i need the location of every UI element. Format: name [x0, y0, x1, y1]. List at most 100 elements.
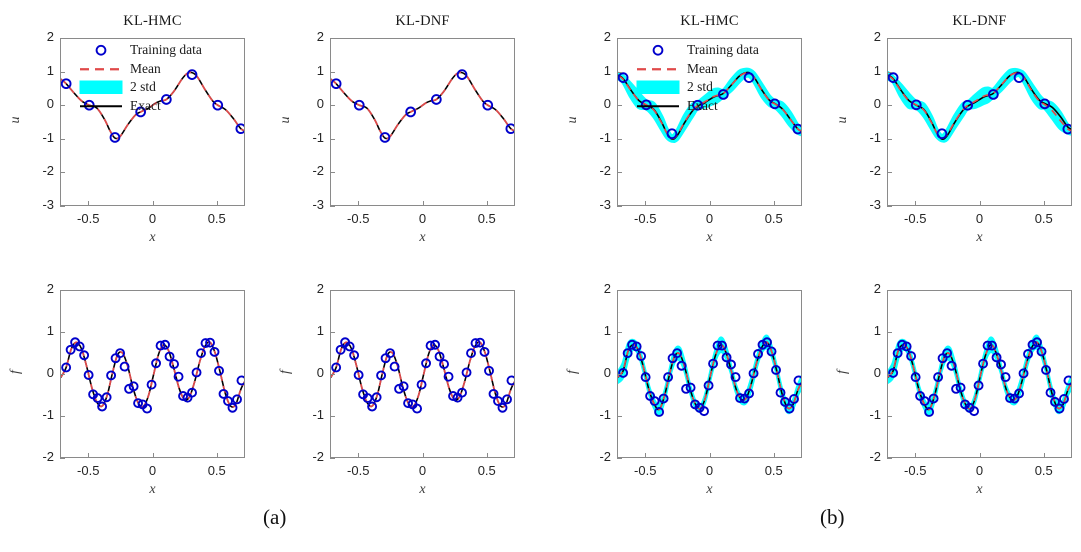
x-tick-mark — [979, 201, 981, 206]
y-tick-mark — [617, 374, 622, 375]
x-tick-mark — [915, 201, 917, 206]
training-data-marker — [421, 358, 432, 369]
y-tick-mark — [887, 138, 892, 140]
subplot-title: KL-HMC — [123, 13, 182, 29]
y-tick-label: -1 — [42, 129, 54, 145]
y-tick-label: -1 — [869, 407, 881, 422]
x-tick-label: 0.5 — [477, 463, 496, 478]
training-data-marker — [962, 99, 974, 111]
training-data-marker — [726, 359, 737, 370]
training-data-marker — [101, 392, 112, 403]
training-data-marker — [1000, 372, 1011, 383]
training-data-marker — [385, 348, 396, 359]
training-data-marker — [403, 398, 414, 409]
y-tick-label: -2 — [312, 449, 324, 464]
x-tick-label: -0.5 — [77, 463, 100, 478]
training-data-marker — [475, 337, 485, 348]
training-data-marker — [1032, 337, 1042, 348]
training-data-marker — [97, 401, 108, 412]
y-tick-mark — [887, 458, 892, 459]
training-data-marker — [353, 99, 365, 111]
training-data-marker — [74, 341, 85, 352]
y-tick-mark — [617, 458, 622, 459]
training-data-marker — [906, 351, 917, 362]
x-tick-label: 0 — [148, 463, 157, 478]
training-data-marker — [344, 341, 355, 352]
y-tick-mark — [617, 71, 622, 73]
training-data-marker — [205, 337, 215, 348]
y-tick-mark — [330, 172, 335, 174]
x-tick-mark — [979, 453, 981, 458]
training-data-marker — [1063, 375, 1071, 386]
y-tick-mark — [60, 172, 65, 174]
x-tick-label: -0.5 — [904, 463, 927, 478]
training-data-marker — [1005, 393, 1016, 404]
x-tick-label: 0 — [975, 463, 984, 478]
y-tick-mark — [330, 71, 335, 73]
x-tick-mark — [422, 201, 424, 206]
y-tick-label: -2 — [869, 449, 881, 464]
y-tick-mark — [887, 332, 892, 333]
training-data-marker — [235, 123, 244, 135]
plot-area-a-f-klhmc — [60, 290, 245, 458]
y-tick-mark — [887, 290, 892, 291]
training-data-marker — [349, 350, 360, 361]
training-data-marker — [919, 396, 930, 406]
x-tick-mark — [422, 453, 424, 458]
subplot-title: KL-DNF — [952, 13, 1007, 29]
x-tick-label: 0.5 — [207, 211, 226, 226]
training-data-marker — [933, 372, 944, 383]
training-data-marker — [178, 391, 189, 401]
plot-area-a-f-kldnf — [330, 290, 515, 458]
plot-area-b-u-kldnf — [887, 38, 1072, 206]
training-data-marker — [142, 403, 153, 414]
y-tick-label: 1 — [873, 62, 881, 78]
y-tick-mark — [887, 206, 892, 207]
training-data-marker — [1014, 388, 1024, 399]
training-data-marker — [708, 358, 719, 369]
y-tick-label: -3 — [312, 197, 324, 212]
training-data-marker — [371, 392, 382, 403]
training-data-marker — [769, 98, 781, 110]
training-data-marker — [470, 338, 481, 349]
training-data-marker — [146, 379, 157, 390]
std-band — [888, 67, 1071, 143]
x-tick-label: 0 — [705, 211, 714, 226]
training-data-marker — [362, 393, 373, 404]
training-data-marker — [1050, 396, 1060, 407]
y-tick-label: 1 — [316, 323, 324, 338]
x-tick-label: 0.5 — [764, 463, 783, 478]
x-tick-label: 0.5 — [1034, 463, 1053, 478]
x-tick-mark — [88, 453, 90, 458]
y-tick-mark — [330, 416, 335, 417]
training-data-marker — [155, 340, 166, 351]
training-data-marker — [79, 350, 90, 361]
training-data-marker — [1041, 365, 1051, 375]
training-data-marker — [173, 371, 184, 382]
y-tick-label: -1 — [869, 129, 881, 145]
x-tick-mark — [486, 453, 488, 458]
training-data-marker — [636, 351, 647, 362]
training-data-marker — [1062, 123, 1071, 135]
plot-area-a-u-klhmc — [60, 38, 245, 206]
training-data-marker — [717, 89, 729, 100]
x-tick-label: 0.5 — [207, 463, 226, 478]
y-tick-label: -2 — [599, 163, 611, 179]
y-tick-label: 2 — [316, 281, 324, 296]
y-tick-mark — [887, 374, 892, 375]
training-data-marker — [236, 375, 244, 386]
y-tick-mark — [60, 374, 65, 375]
x-tick-mark — [88, 201, 90, 206]
y-axis-label: u — [835, 116, 850, 124]
plot-area-a-u-kldnf — [330, 38, 515, 206]
training-data-marker — [196, 348, 206, 359]
training-data-marker — [106, 370, 117, 381]
y-axis-label: u — [278, 116, 293, 124]
training-data-marker — [699, 406, 710, 417]
y-tick-mark — [330, 332, 335, 333]
x-tick-mark — [773, 201, 775, 206]
training-data-marker — [775, 387, 786, 398]
training-data-marker — [434, 351, 445, 362]
y-tick-mark — [330, 138, 335, 140]
y-tick-label: -1 — [312, 407, 324, 422]
